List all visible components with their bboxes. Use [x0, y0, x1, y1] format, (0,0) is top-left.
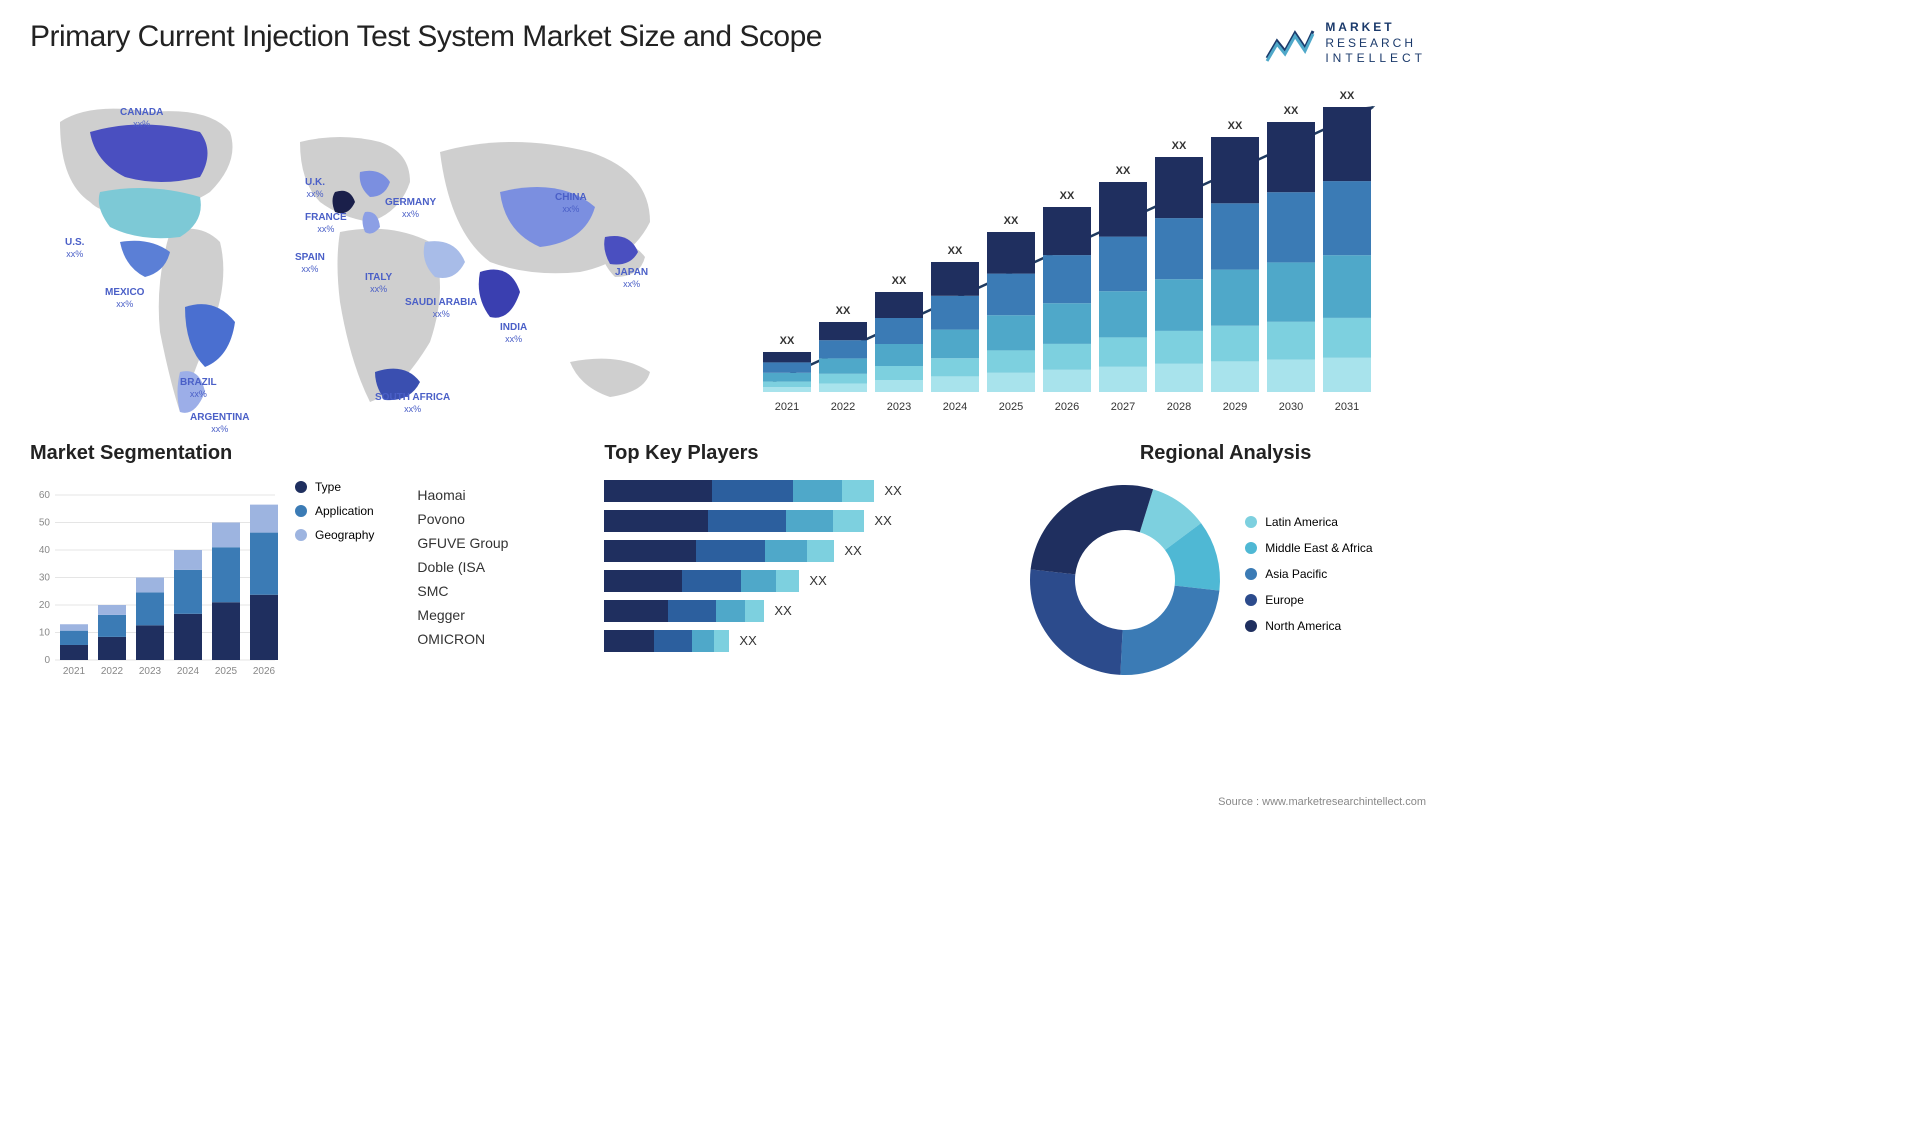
players-chart-panel: Top Key Players XX XX XX XX XX XX [604, 442, 1005, 680]
svg-text:2022: 2022 [831, 401, 855, 413]
map-label: MEXICOxx% [105, 287, 144, 311]
donut-legend: Latin America Middle East & Africa Asia Pa… [1245, 515, 1372, 645]
regional-panel: Regional Analysis Latin America Middle Ea… [1025, 442, 1426, 680]
player-bar-row: XX [604, 600, 1005, 622]
svg-text:2021: 2021 [775, 401, 799, 413]
map-label: ARGENTINAxx% [190, 412, 249, 436]
svg-text:2029: 2029 [1223, 401, 1247, 413]
legend-item: Geography [295, 528, 374, 542]
svg-text:10: 10 [39, 627, 51, 638]
svg-text:XX: XX [1060, 190, 1075, 202]
map-label: JAPANxx% [615, 267, 648, 291]
segmentation-legend: Type Application Geography [295, 480, 374, 680]
legend-item: Latin America [1245, 515, 1372, 529]
svg-text:XX: XX [836, 305, 851, 317]
map-label: CHINAxx% [555, 192, 587, 216]
svg-text:XX: XX [1004, 215, 1019, 227]
svg-text:XX: XX [948, 245, 963, 257]
svg-text:60: 60 [39, 490, 51, 501]
players-list-panel: Haomai Povono GFUVE Group Doble (ISA SMC Megg… [417, 442, 584, 680]
legend-item: Europe [1245, 593, 1372, 607]
growth-chart-svg: XX 2021 XX 2022 XX 2023 XX 2024 XX 2025 XX 2026 XX 20… [743, 82, 1403, 422]
source-text: Source : www.marketresearchintellect.com [1218, 796, 1426, 808]
svg-text:XX: XX [780, 335, 795, 347]
svg-text:2030: 2030 [1279, 401, 1303, 413]
map-label: ITALYxx% [365, 272, 392, 296]
legend-item: Middle East & Africa [1245, 541, 1372, 555]
player-bar-row: XX [604, 510, 1005, 532]
header: Primary Current Injection Test System Ma… [30, 20, 1426, 67]
map-label: FRANCExx% [305, 212, 347, 236]
regional-title: Regional Analysis [1025, 442, 1426, 465]
svg-text:2026: 2026 [253, 666, 276, 677]
legend-item: Application [295, 504, 374, 518]
logo-text: MARKET RESEARCH INTELLECT [1325, 20, 1426, 67]
svg-text:2028: 2028 [1167, 401, 1191, 413]
world-map-svg [30, 82, 710, 422]
map-label: SPAINxx% [295, 252, 325, 276]
svg-text:50: 50 [39, 517, 51, 528]
segmentation-panel: Market Segmentation 0 10 20 30 40 50 60 2021 202… [30, 442, 397, 680]
logo-icon [1265, 23, 1315, 63]
svg-text:2024: 2024 [943, 401, 967, 413]
page-title: Primary Current Injection Test System Ma… [30, 20, 822, 54]
donut-chart [1025, 480, 1225, 680]
growth-chart: XX 2021 XX 2022 XX 2023 XX 2024 XX 2025 XX 2026 XX 20… [743, 82, 1426, 412]
map-label: GERMANYxx% [385, 197, 436, 221]
svg-text:2023: 2023 [139, 666, 162, 677]
segmentation-title: Market Segmentation [30, 442, 397, 465]
svg-text:XX: XX [1284, 105, 1299, 117]
svg-text:0: 0 [44, 655, 50, 666]
map-label: INDIAxx% [500, 322, 527, 346]
player-bar-row: XX [604, 570, 1005, 592]
svg-text:30: 30 [39, 572, 51, 583]
player-name: GFUVE Group [417, 535, 584, 551]
map-label: BRAZILxx% [180, 377, 217, 401]
map-label: SAUDI ARABIAxx% [405, 297, 477, 321]
svg-text:2023: 2023 [887, 401, 911, 413]
players-bars: XX XX XX XX XX XX [604, 480, 1005, 652]
svg-text:XX: XX [892, 275, 907, 287]
svg-text:XX: XX [1172, 140, 1187, 152]
svg-text:XX: XX [1340, 90, 1355, 102]
player-name: Povono [417, 511, 584, 527]
segmentation-chart: 0 10 20 30 40 50 60 2021 2022 2023 2024 2025 2026 [30, 480, 280, 680]
player-bar-row: XX [604, 630, 1005, 652]
svg-text:40: 40 [39, 545, 51, 556]
svg-text:XX: XX [1116, 165, 1131, 177]
player-name: Haomai [417, 487, 584, 503]
svg-text:XX: XX [1228, 120, 1243, 132]
player-bar-row: XX [604, 480, 1005, 502]
player-bar-row: XX [604, 540, 1005, 562]
map-label: CANADAxx% [120, 107, 163, 131]
svg-text:2024: 2024 [177, 666, 200, 677]
players-list: Haomai Povono GFUVE Group Doble (ISA SMC Megg… [417, 487, 584, 647]
svg-text:2027: 2027 [1111, 401, 1135, 413]
map-label: U.K.xx% [305, 177, 325, 201]
map-label: SOUTH AFRICAxx% [375, 392, 450, 416]
svg-text:2022: 2022 [101, 666, 124, 677]
players-title: Top Key Players [604, 442, 1005, 465]
player-name: SMC [417, 583, 584, 599]
svg-text:2026: 2026 [1055, 401, 1079, 413]
svg-text:2025: 2025 [215, 666, 238, 677]
svg-text:2021: 2021 [63, 666, 86, 677]
logo: MARKET RESEARCH INTELLECT [1265, 20, 1426, 67]
svg-text:20: 20 [39, 600, 51, 611]
player-name: Megger [417, 607, 584, 623]
world-map: CANADAxx%U.S.xx%MEXICOxx%BRAZILxx%ARGENT… [30, 82, 713, 412]
legend-item: Asia Pacific [1245, 567, 1372, 581]
map-label: U.S.xx% [65, 237, 84, 261]
player-name: Doble (ISA [417, 559, 584, 575]
player-name: OMICRON [417, 631, 584, 647]
legend-item: North America [1245, 619, 1372, 633]
legend-item: Type [295, 480, 374, 494]
svg-text:2025: 2025 [999, 401, 1023, 413]
svg-text:2031: 2031 [1335, 401, 1359, 413]
